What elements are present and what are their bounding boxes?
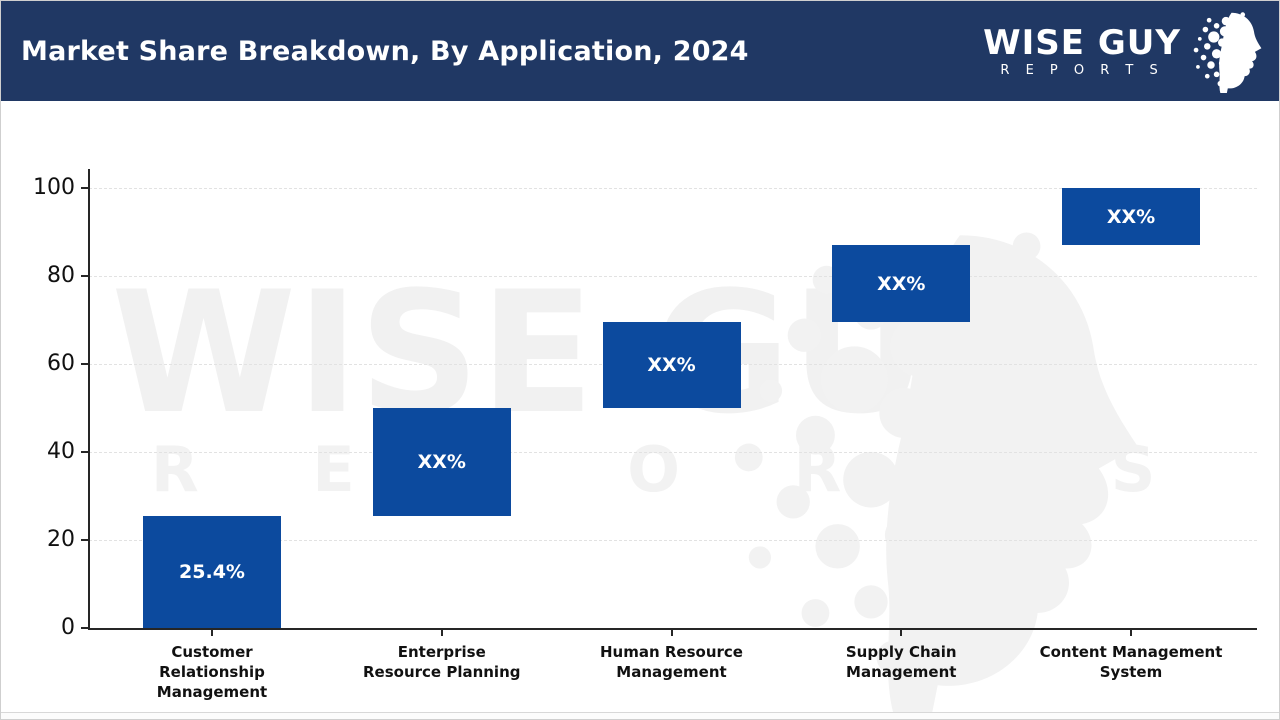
y-tick-mark — [81, 451, 89, 453]
x-tick-mark — [211, 628, 213, 636]
x-tick-mark — [670, 628, 673, 636]
y-tick-label: 40 — [47, 439, 75, 464]
gridline — [89, 188, 1257, 189]
x-tick-mark — [1130, 628, 1132, 636]
x-category-label-line: Content Management — [1039, 643, 1223, 661]
y-tick-label: 20 — [47, 527, 75, 552]
y-tick-mark — [81, 627, 89, 629]
bar-value-label: XX% — [1106, 205, 1156, 228]
x-tick-mark — [440, 628, 443, 636]
logo-name: WISE GUY — [983, 22, 1181, 63]
x-tick-mark — [900, 628, 903, 636]
y-tick-mark — [81, 363, 89, 365]
y-tick-label: 60 — [47, 351, 75, 376]
gridline — [89, 540, 1257, 541]
y-tick-mark — [81, 539, 89, 541]
bar-segment: XX% — [1062, 188, 1200, 246]
x-category-label-line: Enterprise — [397, 643, 486, 661]
x-category-label: Enterprise Resource Planning — [327, 642, 557, 682]
logo-text: WISE GUY R E P O R T S — [983, 26, 1181, 77]
x-category-label: Human Resource Management — [557, 642, 787, 682]
x-category-label-line: System — [1099, 663, 1163, 681]
y-tick-label: 0 — [61, 615, 75, 640]
logo-face-icon — [1193, 12, 1262, 93]
bar-segment: XX% — [602, 322, 741, 408]
x-category-label: Content Management System — [1016, 642, 1246, 682]
x-category-label-line: Supply Chain — [845, 643, 957, 661]
wise-guy-logo: WISE GUY R E P O R T S — [983, 9, 1267, 93]
y-tick-mark — [81, 275, 89, 277]
x-category-label: Customer Relationship Management — [97, 642, 327, 702]
bar-value-label: XX% — [877, 272, 926, 295]
logo-subtitle: R E P O R T S — [1000, 62, 1164, 78]
bar-segment: XX% — [372, 408, 511, 517]
footer-strip — [1, 712, 1279, 719]
x-category-label: Supply Chain Management — [786, 642, 1016, 682]
header-bar: Market Share Breakdown, By Application, … — [1, 1, 1279, 101]
x-axis-spine — [88, 628, 1257, 630]
bar-value-label: XX% — [417, 451, 466, 474]
x-category-label-line: Resource Planning — [363, 663, 521, 681]
gridline — [89, 452, 1257, 453]
x-category-label-line: Management — [156, 683, 268, 701]
x-category-label-line: Relationship — [159, 663, 265, 681]
x-category-label-line: Human Resource — [600, 643, 743, 661]
bar-segment: 25.4% — [143, 516, 281, 628]
x-category-label-line: Customer — [171, 643, 253, 661]
x-category-label-line: Management — [846, 663, 957, 681]
y-axis-spine — [88, 169, 90, 630]
bar-segment: XX% — [832, 245, 971, 323]
chart-title: Market Share Breakdown, By Application, … — [21, 35, 749, 67]
y-tick-label: 100 — [33, 175, 75, 200]
y-tick-mark — [81, 187, 89, 189]
bar-value-label: XX% — [647, 354, 696, 377]
gridline — [89, 276, 1257, 277]
bar-value-label: 25.4% — [179, 561, 245, 584]
y-tick-label: 80 — [47, 263, 75, 288]
x-category-label-line: Management — [616, 663, 727, 681]
